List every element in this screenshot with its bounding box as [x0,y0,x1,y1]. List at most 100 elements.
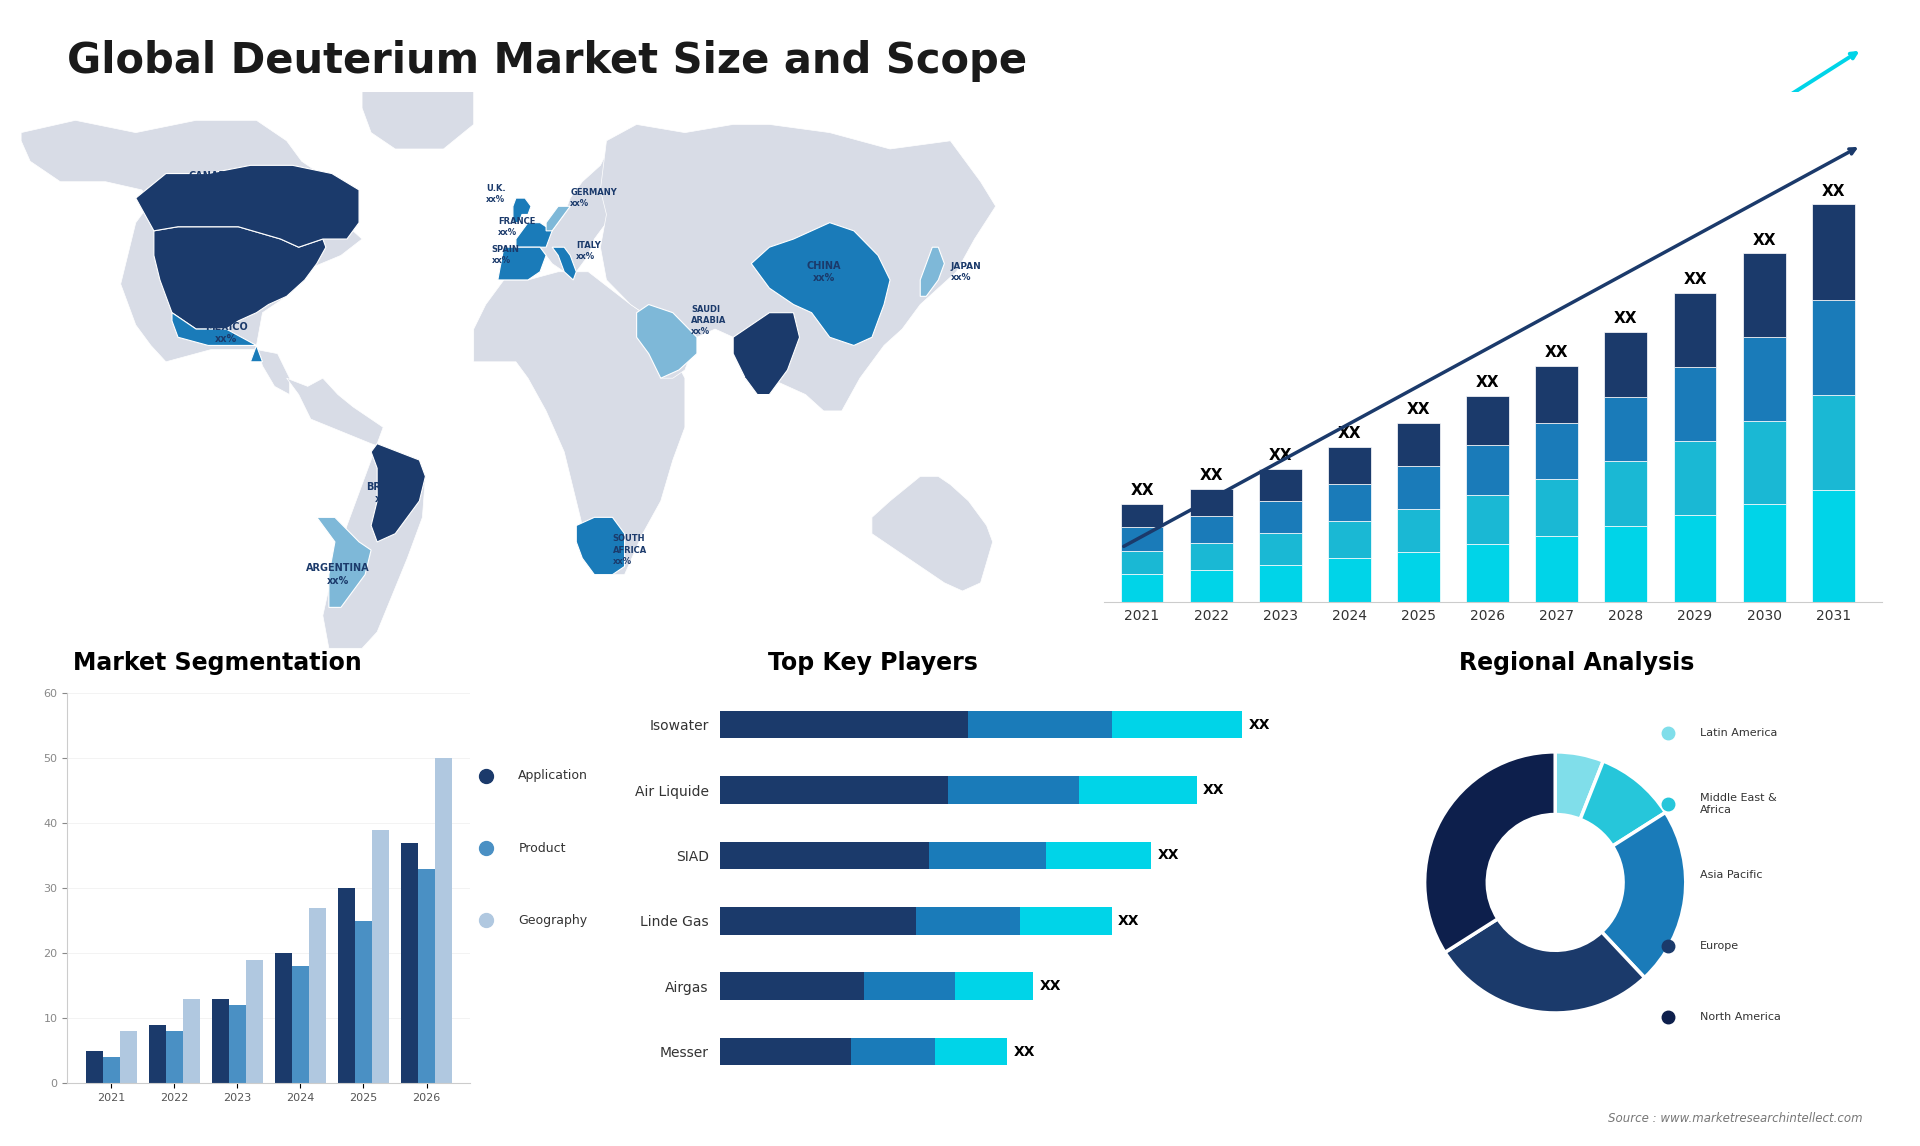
Bar [1605,397,1647,462]
Text: XX: XX [1476,375,1500,390]
Text: U.K.
xx%: U.K. xx% [486,185,505,204]
Bar [309,908,326,1083]
Text: Latin America: Latin America [1699,728,1778,738]
Polygon shape [920,248,945,297]
Bar [1743,504,1786,602]
Bar [1812,490,1855,602]
Text: CHINA
xx%: CHINA xx% [806,260,841,283]
Bar [401,842,419,1083]
Text: CANADA
xx%: CANADA xx% [188,171,234,193]
Text: XX: XX [1204,783,1225,798]
Text: XX: XX [1753,233,1776,248]
Text: XX: XX [1684,272,1707,286]
Text: ITALY
xx%: ITALY xx% [576,242,601,261]
Bar [1260,565,1302,602]
Polygon shape [513,198,532,222]
Polygon shape [751,222,891,345]
Bar [355,920,372,1083]
Bar [338,888,355,1083]
Bar [720,1038,851,1066]
Bar [275,953,292,1083]
Bar [1467,495,1509,544]
Text: XX: XX [1041,979,1062,994]
Bar [182,998,200,1083]
Text: MARKET: MARKET [1776,124,1812,133]
Bar [1536,479,1578,535]
Bar [720,776,948,803]
Bar [916,908,1020,934]
Bar [1329,484,1371,521]
Bar [1812,395,1855,490]
Polygon shape [474,272,685,574]
Bar [1536,367,1578,423]
Polygon shape [317,517,371,607]
Bar [1812,204,1855,300]
Bar [1112,711,1242,738]
Polygon shape [21,120,363,394]
Text: XX: XX [1338,426,1361,441]
Bar [436,759,451,1083]
Text: RESEARCH: RESEARCH [1776,136,1822,144]
Text: INDIA
xx%: INDIA xx% [745,360,774,380]
Bar [1536,423,1578,479]
Bar [968,711,1112,738]
Bar [720,908,916,934]
Bar [1079,776,1196,803]
Polygon shape [872,477,993,591]
Text: Global Deuterium Market Size and Scope: Global Deuterium Market Size and Scope [67,40,1027,83]
Polygon shape [154,227,326,329]
Text: XX: XX [1407,402,1430,417]
Wedge shape [1425,752,1555,952]
Bar [1398,466,1440,509]
Text: Application: Application [518,769,588,783]
Bar [1190,570,1233,602]
Bar [948,776,1079,803]
Bar [1260,501,1302,533]
Bar [1674,367,1716,441]
Polygon shape [576,517,624,574]
Bar [419,869,436,1083]
Bar [929,842,1046,869]
Bar [1812,300,1855,395]
Bar [1467,445,1509,495]
Text: SAUDI
ARABIA
xx%: SAUDI ARABIA xx% [691,305,726,337]
Bar [1329,521,1371,558]
Text: U.S.
xx%: U.S. xx% [225,257,246,278]
Text: North America: North America [1699,1012,1782,1022]
Bar [1743,253,1786,337]
Polygon shape [173,313,263,362]
Text: Market Segmentation: Market Segmentation [73,651,361,675]
Text: BRAZIL
xx%: BRAZIL xx% [367,481,405,504]
Bar [851,1038,935,1066]
Text: XX: XX [1117,913,1140,928]
Polygon shape [363,92,474,149]
Bar [1121,503,1164,527]
Bar [1605,462,1647,526]
Wedge shape [1555,752,1603,819]
Text: XX: XX [1131,482,1154,497]
Text: JAPAN
xx%: JAPAN xx% [950,261,981,282]
Bar [1674,292,1716,367]
Text: XX: XX [1158,848,1179,863]
Text: Source : www.marketresearchintellect.com: Source : www.marketresearchintellect.com [1607,1113,1862,1125]
Bar [720,973,864,1000]
Bar [935,1038,1008,1066]
Bar [1674,516,1716,602]
Wedge shape [1446,919,1645,1013]
Bar [1398,509,1440,551]
Bar [1046,842,1150,869]
Text: SPAIN
xx%: SPAIN xx% [492,245,520,266]
Text: INTELLECT: INTELLECT [1776,148,1822,157]
Text: Asia Pacific: Asia Pacific [1699,870,1763,880]
Bar [292,966,309,1083]
Text: Middle East &
Africa: Middle East & Africa [1699,793,1776,815]
Polygon shape [516,222,553,248]
Text: GERMANY
xx%: GERMANY xx% [570,188,616,209]
Bar [1467,544,1509,602]
Bar [372,830,390,1083]
Bar [1674,441,1716,516]
Bar [1329,558,1371,602]
Text: XX: XX [1200,468,1223,482]
Bar [148,1025,165,1083]
Text: Top Key Players: Top Key Players [768,651,977,675]
